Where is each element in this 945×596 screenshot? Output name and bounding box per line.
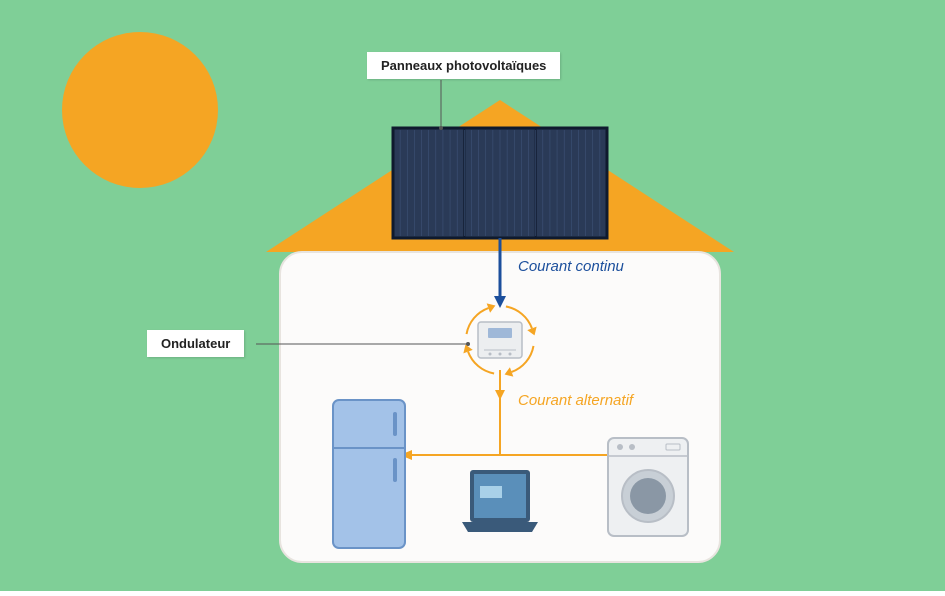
label-panels: Panneaux photovoltaïques [367,52,560,79]
washer-icon [608,438,688,536]
laptop-icon [462,470,538,532]
diagram-canvas [0,0,945,591]
label-dc-current: Courant continu [518,258,624,275]
label-ac-current: Courant alternatif [518,392,633,409]
callout-dot [466,342,470,346]
fridge-icon [333,400,405,548]
sun-icon [62,32,218,188]
inverter-icon [478,322,522,358]
callout-dot [439,126,443,130]
solar-panels [393,128,607,238]
diagram-svg [0,0,945,591]
label-inverter: Ondulateur [147,330,244,357]
